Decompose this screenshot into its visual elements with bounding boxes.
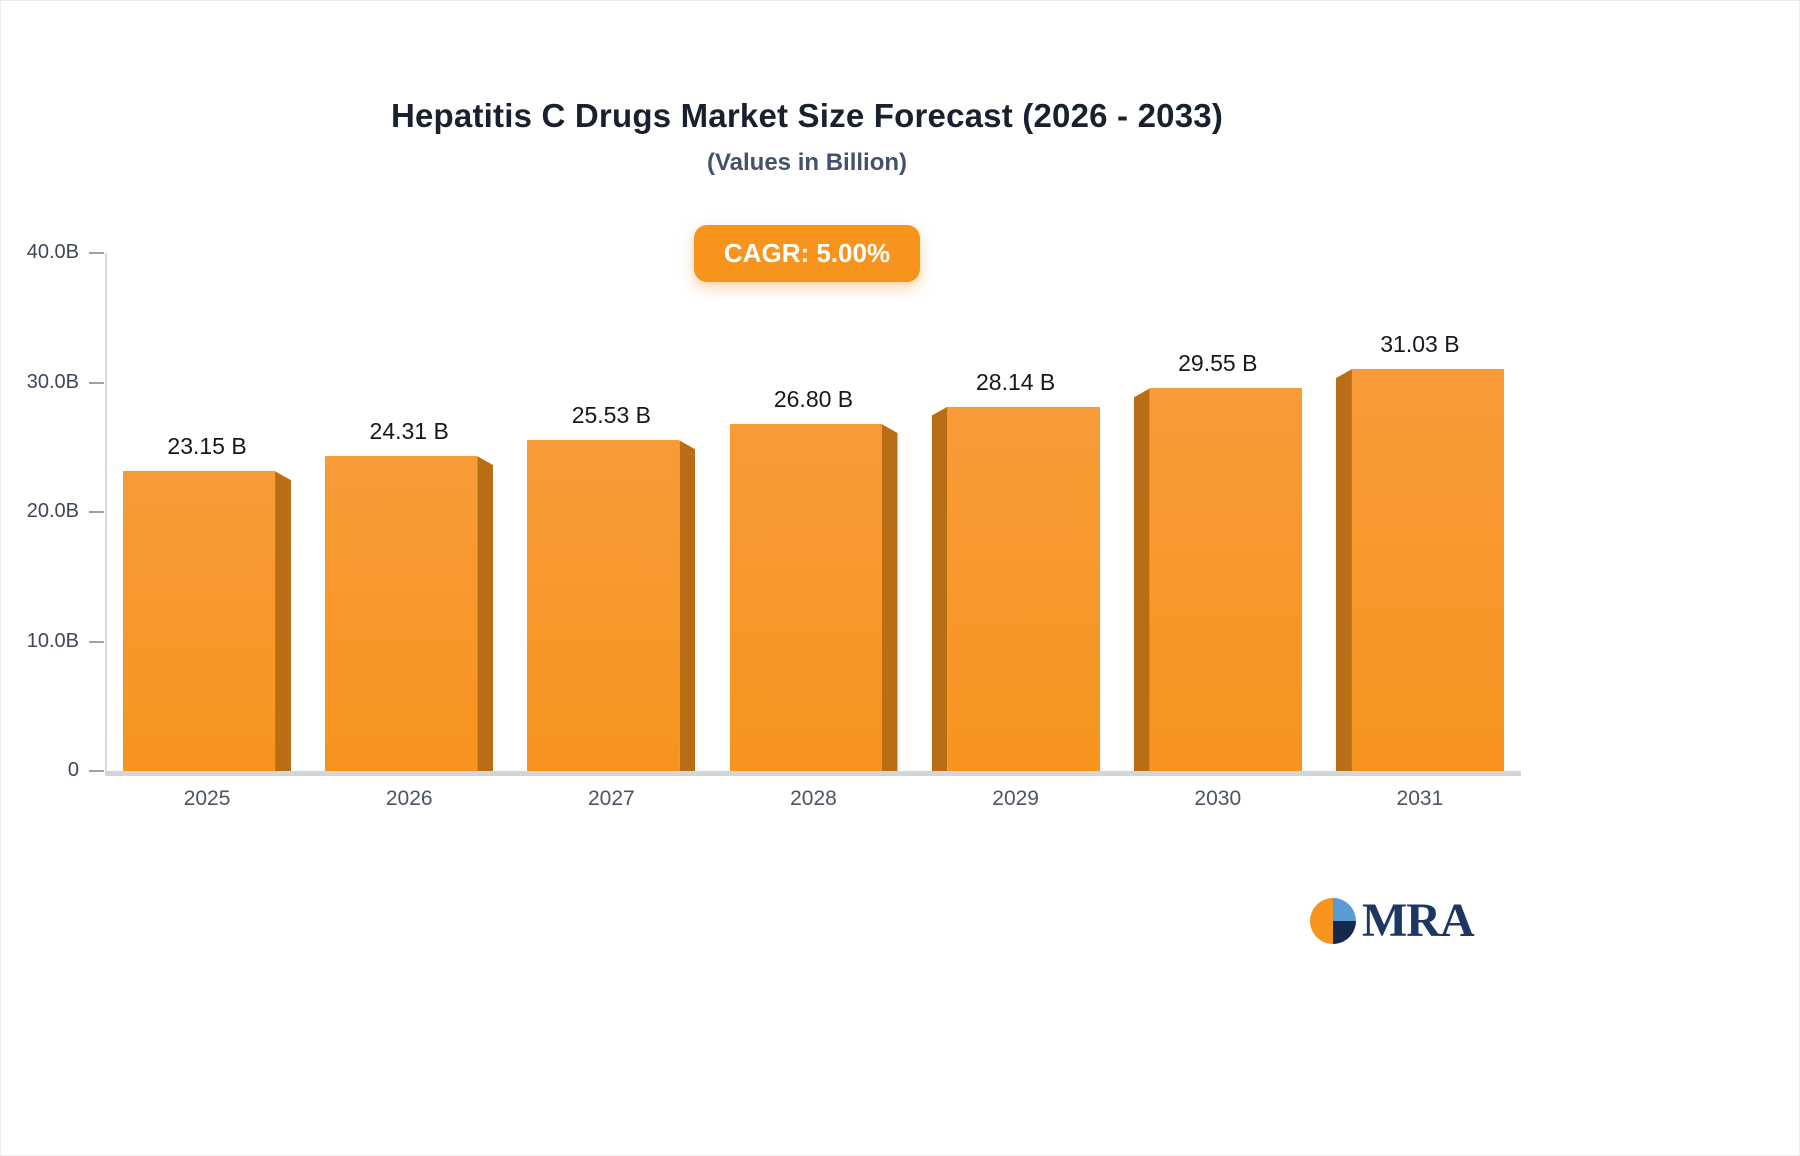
bar-side-face	[1335, 369, 1352, 771]
bar-front-face	[1351, 369, 1504, 771]
x-tick-label: 2027	[587, 787, 635, 810]
bar-side-face	[1133, 388, 1150, 771]
bar-value-label: 26.80 B	[773, 385, 854, 412]
cagr-badge-row: CAGR: 5.00%	[1, 225, 1613, 282]
bar-front-face	[325, 456, 478, 771]
y-tick-label: 30.0B	[26, 370, 79, 393]
bar-value-label: 25.53 B	[571, 402, 651, 429]
bar-front-face	[123, 471, 276, 771]
y-tick-mark	[89, 381, 104, 384]
x-tick-label: 2030	[1194, 787, 1242, 810]
bar-2030	[1133, 388, 1302, 771]
brand-logo-text: MRA	[1362, 894, 1475, 947]
y-tick-mark	[89, 252, 104, 254]
bar-front-face	[947, 406, 1100, 771]
chart-subtitle: (Values in Billion)	[706, 149, 908, 176]
bar-value-label: 24.31 B	[369, 418, 449, 445]
y-axis-line	[105, 253, 107, 776]
y-tick-label: 40.0B	[26, 241, 79, 263]
bar-front-face	[729, 423, 882, 771]
x-tick-label: 2029	[992, 787, 1039, 810]
y-tick-label: 10.0B	[26, 629, 79, 652]
y-tick-mark	[89, 640, 104, 643]
x-tick-label: 2026	[385, 787, 433, 810]
bar-side-face	[881, 423, 898, 771]
bar-2027	[527, 440, 696, 771]
chart-title: Hepatitis C Drugs Market Size Forecast (…	[390, 97, 1224, 134]
bar-front-face	[1149, 388, 1302, 771]
bar-2031	[1335, 369, 1504, 771]
bar-front-face	[527, 440, 680, 771]
brand-logo: MRA	[1309, 894, 1475, 947]
y-tick-mark	[89, 511, 104, 513]
bar-value-label: 31.03 B	[1380, 331, 1460, 358]
bar-value-label: 28.14 B	[975, 368, 1056, 395]
bar-side-face	[931, 406, 948, 771]
bar-side-face	[477, 456, 494, 771]
y-tick-label: 20.0B	[26, 500, 79, 522]
x-axis-baseline	[105, 771, 1521, 776]
bar-2025	[123, 471, 292, 771]
bar-2028	[729, 423, 898, 771]
pie-chart-logo-icon	[1309, 897, 1357, 945]
bar-value-label: 23.15 B	[167, 433, 247, 460]
cagr-badge: CAGR: 5.00%	[693, 225, 921, 282]
x-tick-label: 2031	[1396, 787, 1444, 810]
bar-value-label: 29.55 B	[1178, 350, 1258, 377]
y-tick-label: 0	[67, 759, 79, 781]
bar-2029	[931, 406, 1100, 771]
bar-2026	[325, 456, 494, 771]
x-tick-label: 2025	[183, 787, 231, 810]
bar-side-face	[275, 471, 292, 771]
bar-side-face	[679, 440, 696, 771]
x-tick-label: 2028	[790, 787, 837, 810]
y-tick-mark	[89, 770, 104, 772]
